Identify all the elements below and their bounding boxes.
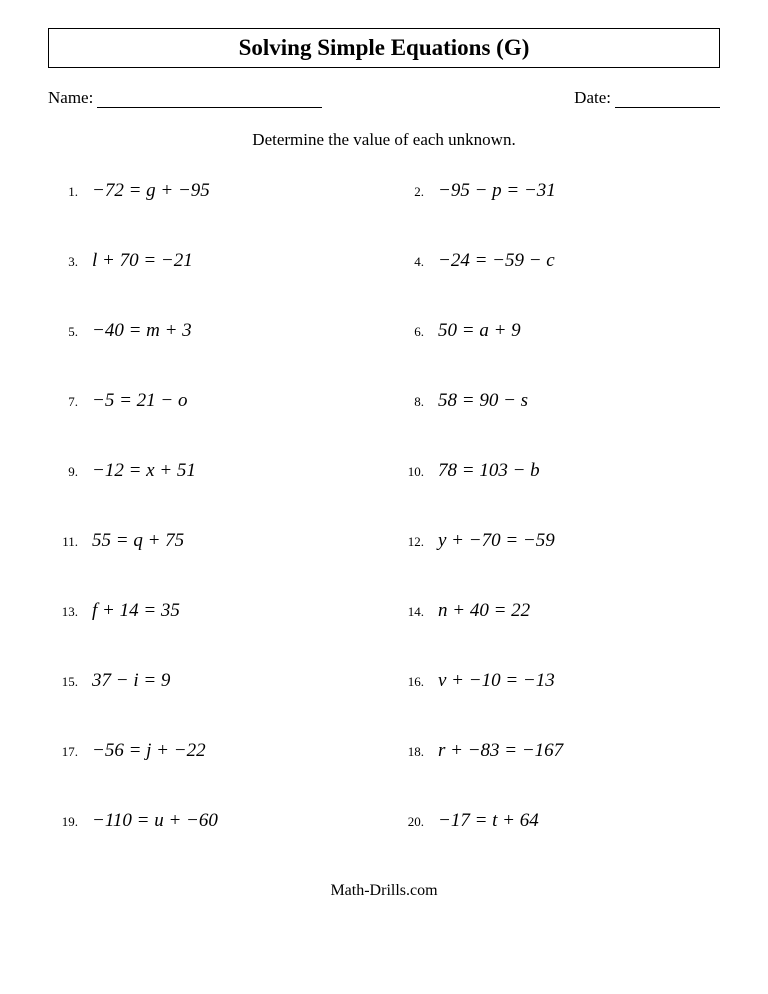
problem-equation: y + −70 = −59 xyxy=(438,530,555,552)
problem-number: 2. xyxy=(394,184,424,200)
problem-number: 3. xyxy=(48,254,78,270)
problem-item: 17. −56 = j + −22 xyxy=(48,740,374,762)
name-input-line[interactable] xyxy=(97,90,322,108)
problem-number: 16. xyxy=(394,674,424,690)
problem-number: 12. xyxy=(394,534,424,550)
problem-number: 10. xyxy=(394,464,424,480)
problem-equation: −17 = t + 64 xyxy=(438,810,539,832)
problem-item: 8. 58 = 90 − s xyxy=(394,390,720,412)
problem-item: 16. v + −10 = −13 xyxy=(394,670,720,692)
problem-number: 7. xyxy=(48,394,78,410)
problem-number: 15. xyxy=(48,674,78,690)
problem-equation: 37 − i = 9 xyxy=(92,670,170,692)
date-field: Date: xyxy=(574,88,720,108)
problem-equation: f + 14 = 35 xyxy=(92,600,180,622)
problem-item: 3. l + 70 = −21 xyxy=(48,250,374,272)
problem-number: 4. xyxy=(394,254,424,270)
problem-item: 10. 78 = 103 − b xyxy=(394,460,720,482)
problem-number: 11. xyxy=(48,534,78,550)
title-box: Solving Simple Equations (G) xyxy=(48,28,720,68)
name-date-row: Name: Date: xyxy=(48,88,720,108)
problem-equation: n + 40 = 22 xyxy=(438,600,530,622)
problem-number: 14. xyxy=(394,604,424,620)
worksheet-title: Solving Simple Equations (G) xyxy=(239,35,530,60)
problem-item: 9. −12 = x + 51 xyxy=(48,460,374,482)
problem-item: 5. −40 = m + 3 xyxy=(48,320,374,342)
problem-equation: v + −10 = −13 xyxy=(438,670,555,692)
problem-equation: 55 = q + 75 xyxy=(92,530,184,552)
problem-number: 13. xyxy=(48,604,78,620)
problem-equation: r + −83 = −167 xyxy=(438,740,563,762)
problem-item: 20. −17 = t + 64 xyxy=(394,810,720,832)
problem-number: 5. xyxy=(48,324,78,340)
problem-number: 19. xyxy=(48,814,78,830)
problem-number: 20. xyxy=(394,814,424,830)
problem-item: 6. 50 = a + 9 xyxy=(394,320,720,342)
problem-item: 1. −72 = g + −95 xyxy=(48,180,374,202)
name-field: Name: xyxy=(48,88,322,108)
problem-item: 2. −95 − p = −31 xyxy=(394,180,720,202)
footer-attribution: Math-Drills.com xyxy=(48,882,720,900)
problem-equation: l + 70 = −21 xyxy=(92,250,193,272)
problem-item: 14. n + 40 = 22 xyxy=(394,600,720,622)
name-label: Name: xyxy=(48,88,93,108)
problems-container: 1. −72 = g + −95 2. −95 − p = −31 3. l +… xyxy=(48,180,720,832)
date-input-line[interactable] xyxy=(615,90,720,108)
problem-number: 6. xyxy=(394,324,424,340)
problem-number: 1. xyxy=(48,184,78,200)
problem-equation: −72 = g + −95 xyxy=(92,180,210,202)
problem-item: 19. −110 = u + −60 xyxy=(48,810,374,832)
problem-item: 15. 37 − i = 9 xyxy=(48,670,374,692)
problem-item: 18. r + −83 = −167 xyxy=(394,740,720,762)
problem-equation: −5 = 21 − o xyxy=(92,390,187,412)
problem-item: 12. y + −70 = −59 xyxy=(394,530,720,552)
problem-item: 7. −5 = 21 − o xyxy=(48,390,374,412)
problem-equation: −56 = j + −22 xyxy=(92,740,206,762)
problem-equation: −12 = x + 51 xyxy=(92,460,196,482)
problem-number: 18. xyxy=(394,744,424,760)
problem-equation: 58 = 90 − s xyxy=(438,390,528,412)
problem-number: 9. xyxy=(48,464,78,480)
problem-equation: −110 = u + −60 xyxy=(92,810,218,832)
problem-equation: −95 − p = −31 xyxy=(438,180,556,202)
problem-equation: −40 = m + 3 xyxy=(92,320,192,342)
problem-equation: 78 = 103 − b xyxy=(438,460,540,482)
problem-number: 8. xyxy=(394,394,424,410)
problem-item: 11. 55 = q + 75 xyxy=(48,530,374,552)
problem-item: 13. f + 14 = 35 xyxy=(48,600,374,622)
instructions: Determine the value of each unknown. xyxy=(48,130,720,150)
problem-number: 17. xyxy=(48,744,78,760)
problem-item: 4. −24 = −59 − c xyxy=(394,250,720,272)
date-label: Date: xyxy=(574,88,611,108)
problem-equation: −24 = −59 − c xyxy=(438,250,555,272)
problem-equation: 50 = a + 9 xyxy=(438,320,521,342)
